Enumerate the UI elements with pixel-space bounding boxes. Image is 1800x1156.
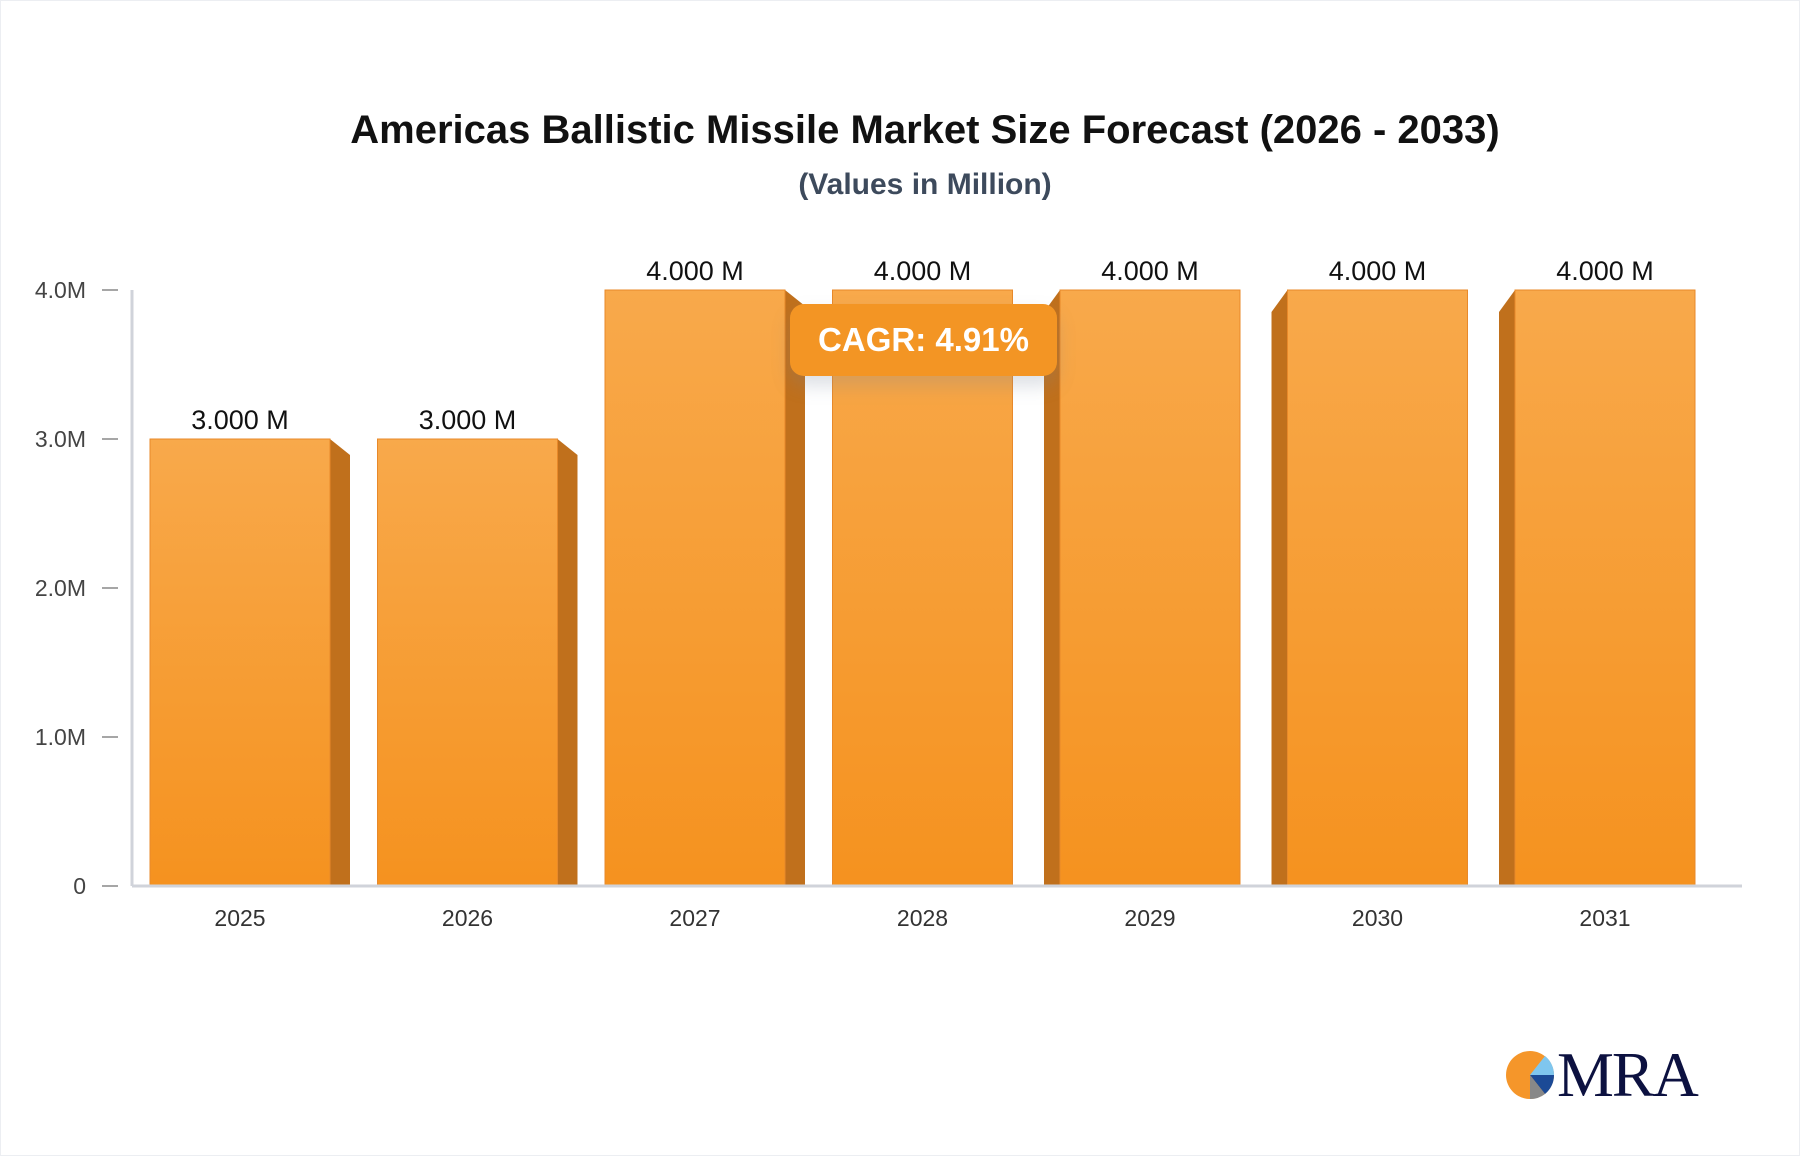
logo-text: MRA bbox=[1557, 1039, 1699, 1110]
x-tick-label: 2027 bbox=[669, 905, 720, 931]
x-tick-label: 2026 bbox=[442, 905, 493, 931]
x-tick-label: 2028 bbox=[897, 905, 948, 931]
bar-2026 bbox=[377, 438, 558, 887]
bar-side bbox=[1271, 290, 1288, 886]
bar-2031 bbox=[1514, 289, 1696, 887]
bar-side bbox=[785, 290, 805, 886]
data-label: 4.000 M bbox=[646, 256, 744, 286]
y-tick-label: 3.0M bbox=[35, 426, 86, 452]
x-tick-label: 2029 bbox=[1124, 905, 1175, 931]
bar-2030 bbox=[1287, 289, 1468, 887]
bar-side bbox=[330, 439, 350, 886]
cagr-badge: CAGR: 4.91% bbox=[790, 304, 1057, 376]
y-tick-label: 2.0M bbox=[35, 575, 86, 601]
bar-2028 bbox=[832, 289, 1013, 887]
bar-2025 bbox=[149, 438, 331, 887]
data-label: 4.000 M bbox=[1556, 256, 1654, 286]
bar-side bbox=[1044, 290, 1060, 886]
mra-logo: MRA bbox=[1505, 1039, 1699, 1110]
bar-2029 bbox=[1059, 289, 1241, 887]
chart-title: Americas Ballistic Missile Market Size F… bbox=[350, 108, 1500, 152]
pie-logo-icon bbox=[1506, 1051, 1555, 1100]
data-label: 4.000 M bbox=[1329, 256, 1427, 286]
y-tick-label: 1.0M bbox=[35, 724, 86, 750]
y-tick-label: 0 bbox=[73, 873, 86, 899]
chart-subtitle: (Values in Million) bbox=[798, 168, 1052, 201]
bar-2027 bbox=[604, 289, 786, 887]
x-tick-label: 2030 bbox=[1352, 905, 1403, 931]
y-tick-label: 4.0M bbox=[35, 277, 86, 303]
data-label: 3.000 M bbox=[191, 405, 289, 435]
x-tick-label: 2031 bbox=[1579, 905, 1630, 931]
data-label: 4.000 M bbox=[874, 256, 972, 286]
x-tick-label: 2025 bbox=[214, 905, 265, 931]
data-label: 4.000 M bbox=[1101, 256, 1199, 286]
bar-side bbox=[557, 439, 578, 886]
data-label: 3.000 M bbox=[419, 405, 517, 435]
bar-side bbox=[1499, 290, 1515, 886]
